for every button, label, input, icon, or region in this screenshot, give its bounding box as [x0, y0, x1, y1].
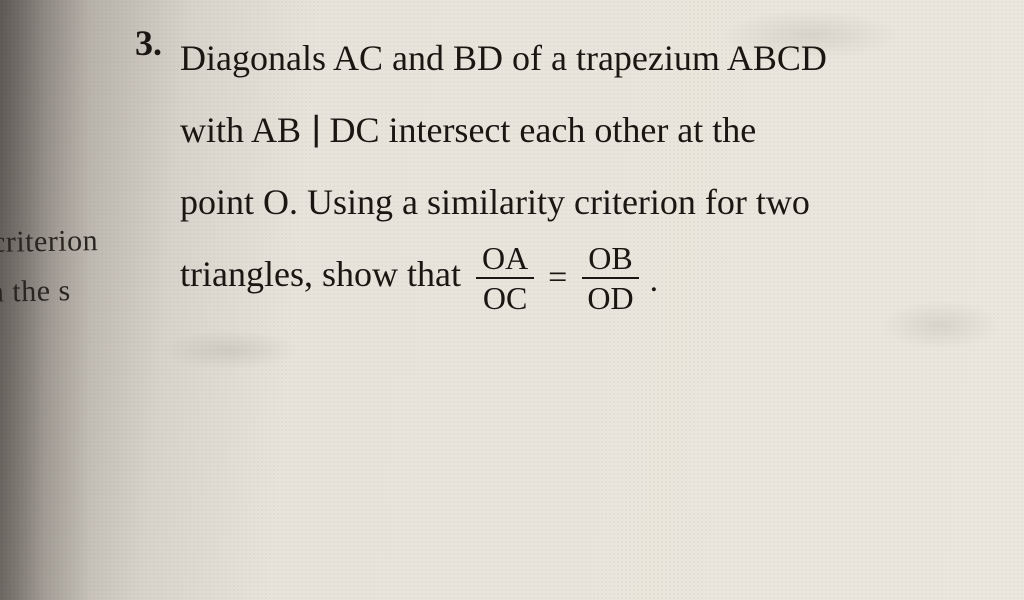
equation: OA OC = OB OD .	[476, 241, 658, 315]
margin-cut-text-1: criterion	[0, 224, 98, 260]
frac1-num: OA	[476, 242, 534, 279]
question-number: 3.	[135, 22, 162, 65]
frac2-num: OB	[582, 242, 638, 279]
text-line-3: point O. Using a similarity criterion fo…	[180, 182, 810, 222]
text-line-2b: DC intersect each other at the	[329, 110, 756, 150]
smudge-2	[160, 330, 300, 370]
frac1-den: OC	[477, 279, 533, 314]
question-text: Diagonals AC and BD of a trapezium ABCD …	[180, 22, 827, 315]
fraction-oa-oc: OA OC	[476, 242, 534, 314]
margin-cut-text-2: in the s	[0, 274, 71, 310]
fraction-ob-od: OB OD	[581, 242, 639, 314]
text-line-4a: triangles, show that	[180, 254, 461, 294]
frac2-den: OD	[581, 279, 639, 314]
parallel-symbol: ||	[312, 92, 314, 164]
equation-period: .	[650, 247, 659, 315]
equals-sign: =	[544, 244, 571, 312]
question-block: 3. Diagonals AC and BD of a trapezium AB…	[135, 22, 994, 315]
text-line-1: Diagonals AC and BD of a trapezium ABCD	[180, 38, 827, 78]
text-line-2a: with AB	[180, 110, 301, 150]
